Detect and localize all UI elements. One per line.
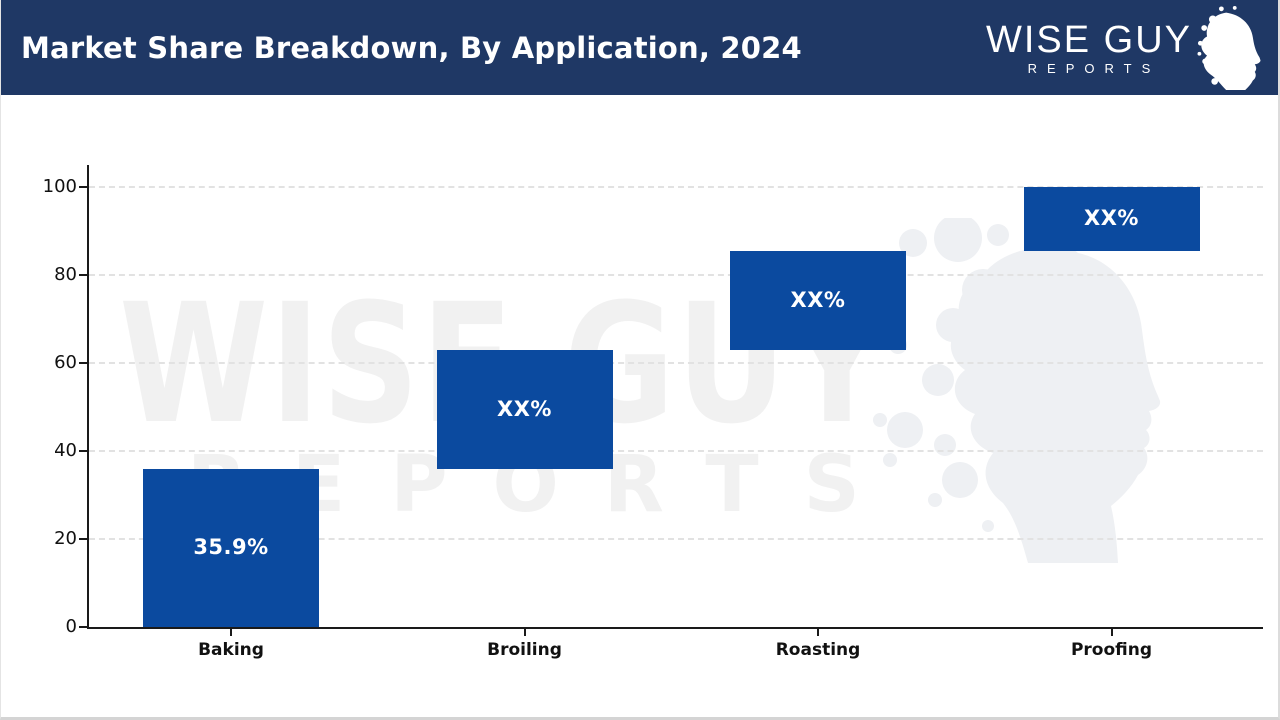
y-tick-mark xyxy=(79,186,87,188)
y-tick-mark xyxy=(79,450,87,452)
y-tick-mark xyxy=(79,274,87,276)
wiseguy-logo: WISE GUY REPORTS xyxy=(986,5,1264,90)
bar-value-label: 35.9% xyxy=(193,535,269,560)
bar-value-label: XX% xyxy=(790,287,846,312)
x-tick-mark xyxy=(817,629,819,636)
gridline xyxy=(89,186,1263,188)
gridline xyxy=(89,538,1263,540)
x-category-label: Roasting xyxy=(775,640,861,660)
gridline xyxy=(89,450,1263,452)
x-tick-mark xyxy=(1110,629,1113,636)
bar-roasting: XX% xyxy=(730,250,906,351)
logo-subtext: REPORTS xyxy=(1027,60,1161,76)
x-axis-line xyxy=(87,627,1263,629)
x-category-label: Proofing xyxy=(1070,640,1153,660)
logo-text: WISE GUY REPORTS xyxy=(986,20,1192,76)
bar-baking: 35.9% xyxy=(143,469,319,627)
gridline xyxy=(89,274,1263,276)
gridline xyxy=(89,362,1263,364)
y-tick-mark xyxy=(79,626,87,628)
y-tick-mark xyxy=(79,538,87,540)
x-category-label: Broiling xyxy=(487,640,562,660)
bar-proofing: XX% xyxy=(1023,187,1200,251)
bar-value-label: XX% xyxy=(497,397,552,422)
y-tick-mark xyxy=(79,362,87,364)
y-axis-line xyxy=(87,165,89,629)
watermark-face-icon xyxy=(862,218,1161,563)
y-tick-label: 20 xyxy=(54,528,77,549)
y-tick-label: 100 xyxy=(42,176,77,197)
logo-face-icon xyxy=(1197,5,1261,90)
logo-wordmark: WISE GUY xyxy=(985,18,1192,61)
y-tick-label: 0 xyxy=(65,616,77,637)
bar-value-label: XX% xyxy=(1084,206,1139,230)
chart-title: Market Share Breakdown, By Application, … xyxy=(21,30,802,65)
bar-broiling: XX% xyxy=(436,350,613,470)
header-bar: Market Share Breakdown, By Application, … xyxy=(1,0,1278,95)
x-tick-mark xyxy=(230,629,232,636)
y-tick-label: 40 xyxy=(54,440,77,461)
x-category-label: Baking xyxy=(198,640,264,660)
x-tick-mark xyxy=(523,629,526,636)
y-tick-label: 60 xyxy=(54,352,77,373)
y-tick-label: 80 xyxy=(54,264,77,285)
